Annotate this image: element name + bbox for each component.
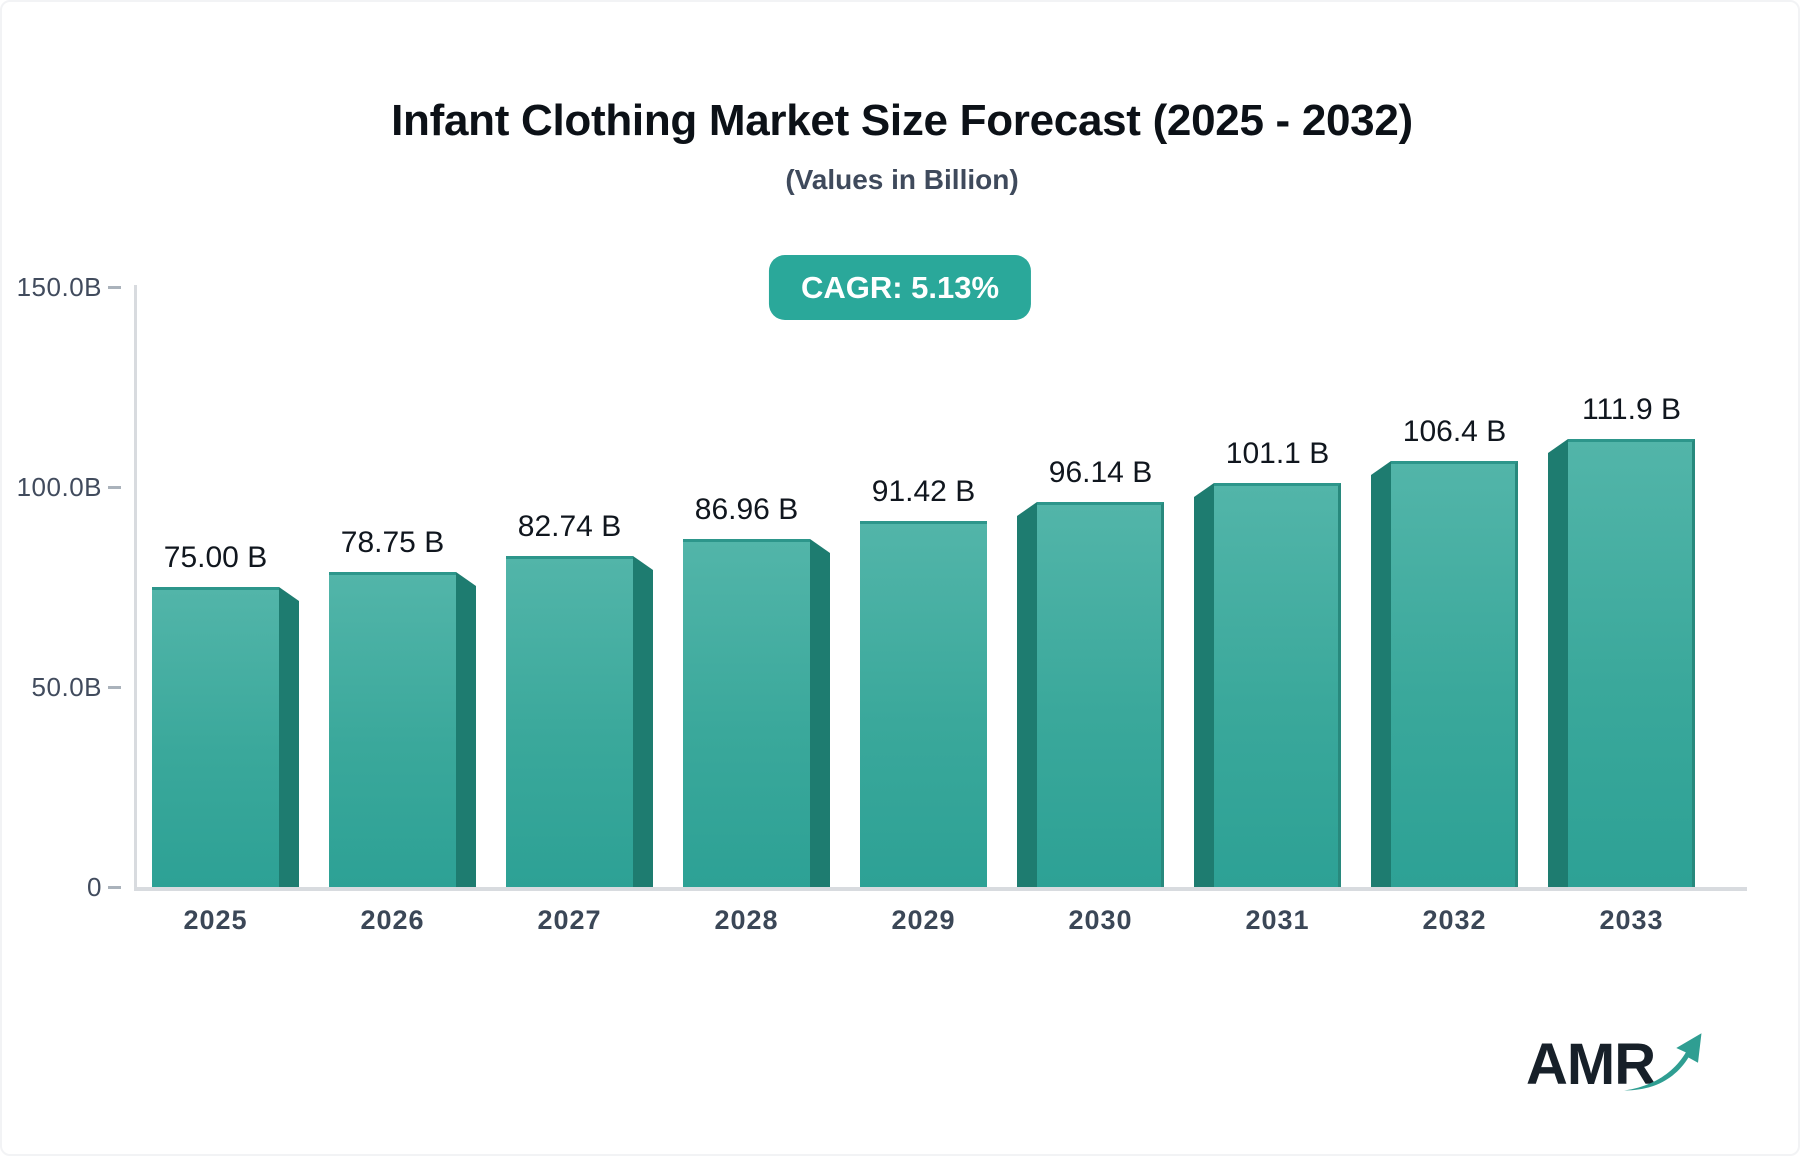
y-axis-tick-mark bbox=[108, 686, 121, 689]
bar-2028 bbox=[683, 539, 810, 887]
x-axis-label-2027: 2027 bbox=[537, 905, 602, 935]
bar-side-2032 bbox=[1371, 461, 1391, 887]
bar-side-2031 bbox=[1194, 483, 1214, 887]
bar-value-label-2028: 86.96 B bbox=[694, 493, 799, 526]
x-axis-line bbox=[134, 887, 1747, 891]
bar-value-label-2033: 111.9 B bbox=[1582, 393, 1681, 426]
bar-value-label-2026: 78.75 B bbox=[340, 526, 445, 559]
chart-subtitle: (Values in Billion) bbox=[785, 164, 1019, 195]
bar-value-label-2027: 82.74 B bbox=[517, 510, 622, 543]
bar-side-2033 bbox=[1548, 439, 1568, 887]
x-axis-label-2026: 2026 bbox=[360, 905, 425, 935]
amr-logo-text: AMR bbox=[1526, 1032, 1656, 1097]
bar-2032 bbox=[1391, 461, 1518, 887]
bar-side-2030 bbox=[1017, 502, 1037, 887]
x-axis-label-2033: 2033 bbox=[1599, 905, 1664, 935]
bar-value-label-2029: 91.42 B bbox=[871, 475, 976, 508]
bar-side-2025 bbox=[279, 587, 299, 887]
x-axis-label-2030: 2030 bbox=[1068, 905, 1133, 935]
cagr-badge: CAGR: 5.13% bbox=[768, 255, 1032, 320]
bar-value-label-2030: 96.14 B bbox=[1048, 456, 1153, 489]
bar-side-2028 bbox=[810, 539, 830, 887]
bar-side-2027 bbox=[633, 556, 653, 887]
bar-value-label-2032: 106.4 B bbox=[1402, 415, 1507, 448]
y-axis-tick-label: 0 bbox=[87, 872, 102, 902]
bar-value-label-2031: 101.1 B bbox=[1225, 437, 1330, 470]
bar-2033 bbox=[1568, 439, 1695, 887]
growth-arrow-icon bbox=[1624, 1033, 1702, 1091]
bar-2026 bbox=[329, 572, 456, 887]
bar-2027 bbox=[506, 556, 633, 887]
bar-2029 bbox=[860, 521, 987, 887]
bar-2031 bbox=[1214, 483, 1341, 887]
bar-2030 bbox=[1037, 502, 1164, 887]
y-axis-line bbox=[134, 285, 137, 887]
y-axis-tick-mark bbox=[108, 286, 121, 289]
chart-title: Infant Clothing Market Size Forecast (20… bbox=[391, 96, 1413, 145]
y-axis-tick-label: 100.0B bbox=[16, 472, 102, 502]
y-axis-tick-label: 50.0B bbox=[31, 672, 102, 702]
x-axis-label-2029: 2029 bbox=[891, 905, 956, 935]
bar-2025 bbox=[152, 587, 279, 887]
y-axis-tick-label: 150.0B bbox=[16, 272, 102, 302]
y-axis-tick-mark bbox=[108, 886, 121, 889]
amr-logo: AMR bbox=[1526, 1033, 1726, 1122]
bar-side-2026 bbox=[456, 572, 476, 887]
bar-value-label-2025: 75.00 B bbox=[163, 541, 268, 574]
x-axis-label-2028: 2028 bbox=[714, 905, 779, 935]
y-axis-tick-mark bbox=[108, 486, 121, 489]
x-axis-label-2032: 2032 bbox=[1422, 905, 1487, 935]
x-axis-label-2025: 2025 bbox=[183, 905, 248, 935]
x-axis-label-2031: 2031 bbox=[1245, 905, 1310, 935]
